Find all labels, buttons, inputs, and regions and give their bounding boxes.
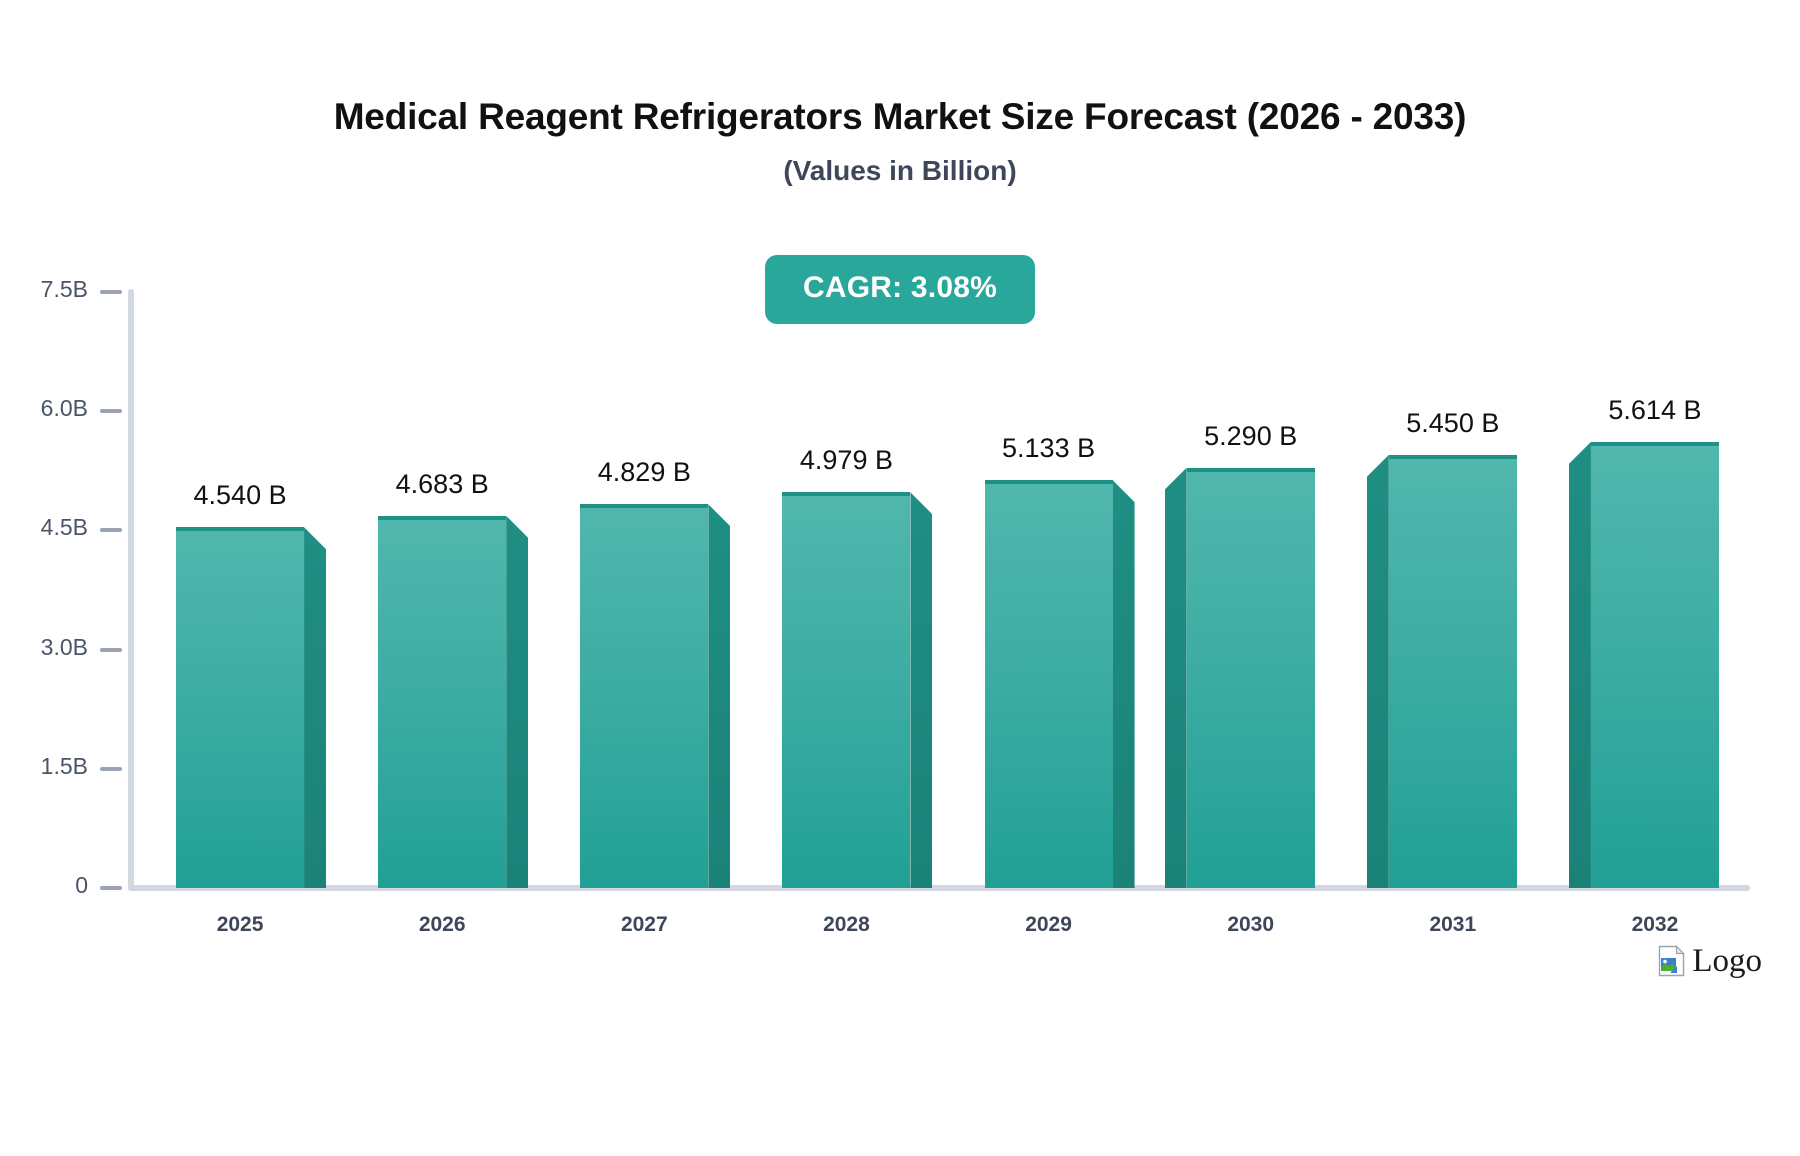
x-axis-line (128, 885, 1750, 891)
bar-side-face (708, 504, 731, 888)
y-axis-tick-mark (100, 766, 122, 771)
bar-top-edge (1186, 467, 1315, 472)
y-axis-tick-label: 0 (75, 872, 88, 898)
bar-top-edge (176, 527, 305, 532)
bar-value-label: 4.829 B (597, 457, 691, 488)
bar-side-face (910, 492, 933, 888)
x-axis-label-2028: 2028 (823, 913, 870, 936)
chart-subtitle: (Values in Billion) (783, 154, 1017, 186)
bar-top-edge (984, 480, 1113, 485)
x-axis-label-2030: 2030 (1227, 913, 1275, 936)
logo-alt-text: Logo (1692, 942, 1762, 979)
bar-front-face (1590, 441, 1719, 888)
x-axis-label-2031: 2031 (1429, 913, 1477, 936)
bar-2027[interactable]: 4.829 B (580, 0, 731, 1156)
y-axis-tick-label: 3.0B (40, 633, 88, 660)
bar-2029[interactable]: 5.133 B (984, 0, 1135, 1156)
bar-front-face (580, 504, 709, 888)
title-block: Medical Reagent Refrigerators Market Siz… (0, 96, 1800, 187)
y-axis-tick-label: 7.5B (40, 276, 88, 302)
y-axis-tick-mark (100, 647, 122, 652)
bar-value-label: 5.450 B (1406, 407, 1500, 438)
bar-value-label: 4.683 B (395, 468, 489, 499)
page-title: Medical Reagent Refrigerators Market Siz… (333, 96, 1467, 137)
bar-value-label: 4.540 B (193, 480, 287, 511)
x-axis-label-2032: 2032 (1631, 913, 1679, 936)
broken-image-icon (1656, 944, 1690, 978)
bar-2030[interactable]: 5.290 B (1164, 0, 1315, 1156)
bar-side-face (304, 527, 327, 888)
y-axis-tick-mark (100, 886, 122, 890)
y-axis-tick-label: 1.5B (40, 752, 88, 779)
bar-value-label: 5.133 B (1002, 433, 1096, 464)
bar-front-face (984, 480, 1113, 888)
y-axis-tick-label: 4.5B (40, 514, 88, 541)
bar-2028[interactable]: 4.979 B (782, 0, 933, 1156)
bar-front-face (378, 515, 507, 888)
bar-side-face (506, 515, 529, 888)
bar-2026[interactable]: 4.683 B (378, 0, 529, 1156)
bar-value-label: 5.290 B (1204, 420, 1298, 451)
bar-top-edge (1388, 454, 1517, 459)
x-axis-label-2025: 2025 (216, 913, 264, 936)
bar-side-face (1568, 441, 1591, 888)
bar-side-face (1366, 454, 1389, 888)
bar-front-face (1388, 454, 1517, 888)
logo: Logo (1656, 944, 1762, 978)
bar-top-edge (580, 504, 709, 509)
bar-front-face (176, 527, 305, 888)
bar-top-edge (378, 515, 507, 520)
bar-top-edge (782, 492, 911, 497)
y-axis-tick-mark (100, 528, 122, 533)
bar-2025[interactable]: 4.540 B (176, 0, 327, 1156)
bar-side-face (1112, 480, 1135, 888)
y-axis-line (128, 289, 134, 891)
bar-value-label: 5.614 B (1608, 394, 1702, 425)
bar-2032[interactable]: 5.614 B (1568, 0, 1719, 1156)
bar-front-face (782, 492, 911, 888)
bar-side-face (1164, 467, 1187, 888)
y-axis-tick-mark (100, 290, 122, 294)
bar-top-edge (1590, 441, 1719, 446)
bar-value-label: 4.979 B (799, 445, 893, 476)
x-axis-label-2027: 2027 (620, 913, 668, 936)
x-axis-label-2029: 2029 (1025, 913, 1072, 936)
bar-2031[interactable]: 5.450 B (1366, 0, 1517, 1156)
x-axis-label-2026: 2026 (418, 913, 466, 936)
y-axis-tick-mark (100, 409, 122, 414)
cagr-badge: CAGR: 3.08% (765, 255, 1035, 324)
y-axis-tick-label: 6.0B (40, 395, 88, 422)
bar-front-face (1186, 467, 1315, 888)
